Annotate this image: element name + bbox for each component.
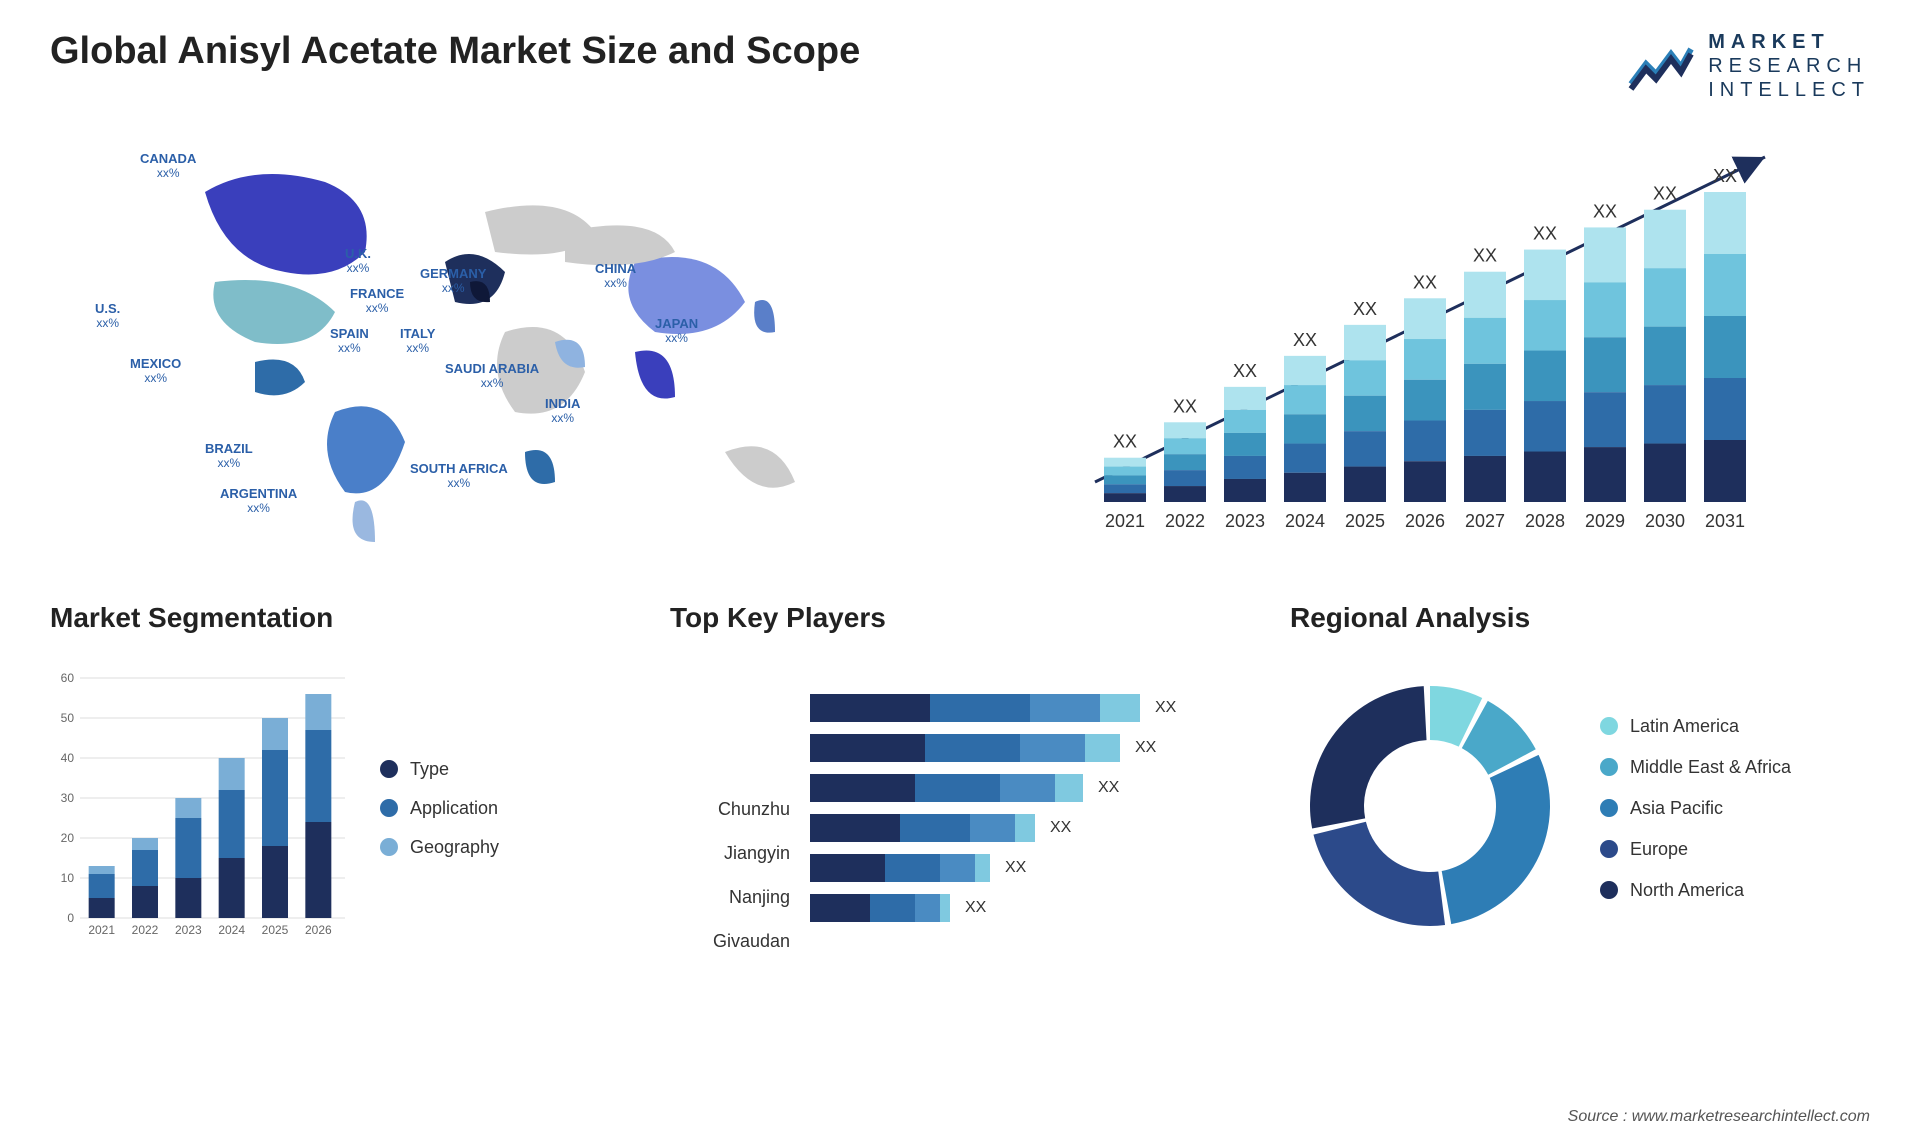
svg-text:20: 20 <box>61 831 75 845</box>
growth-chart-panel: XX 2021 XX 2022 XX 2023 XX 2024 XX 2025 XX 2026 XX 20… <box>980 132 1870 552</box>
svg-text:2022: 2022 <box>132 923 159 937</box>
players-panel: Top Key Players Chunzhu Jiangyin Nanjing Gi… <box>670 602 1250 962</box>
regional-legend: Latin America Middle East & Africa Asia Pa… <box>1600 716 1791 901</box>
svg-text:XX: XX <box>1113 432 1137 452</box>
svg-text:2031: 2031 <box>1705 511 1745 531</box>
segmentation-chart-svg: 0 10 20 30 40 50 60 2021 2022 2023 2024 2025 2026 <box>50 654 350 962</box>
map-label-uk: U.K.xx% <box>345 247 371 276</box>
svg-text:2028: 2028 <box>1525 511 1565 531</box>
svg-text:2025: 2025 <box>262 923 289 937</box>
player-bar-row: XX <box>810 814 1250 842</box>
map-label-canada: CANADAxx% <box>140 152 196 181</box>
growth-chart-svg: XX 2021 XX 2022 XX 2023 XX 2024 XX 2025 XX 2026 XX 20… <box>980 132 1870 552</box>
svg-text:2025: 2025 <box>1345 511 1385 531</box>
map-label-japan: JAPANxx% <box>655 317 698 346</box>
svg-text:30: 30 <box>61 791 75 805</box>
logo-icon <box>1626 39 1696 94</box>
players-title: Top Key Players <box>670 602 1250 634</box>
world-map-panel: CANADAxx% U.S.xx% MEXICOxx% BRAZILxx% ARGENT… <box>50 132 940 552</box>
players-labels: Chunzhu Jiangyin Nanjing Givaudan <box>670 654 790 962</box>
player-label: Jiangyin <box>670 843 790 864</box>
player-bar-row: XX <box>810 694 1250 722</box>
svg-text:2026: 2026 <box>1405 511 1445 531</box>
svg-text:2021: 2021 <box>88 923 115 937</box>
regional-legend-item: Europe <box>1600 839 1791 860</box>
svg-text:2021: 2021 <box>1105 511 1145 531</box>
player-bar-row: XX <box>810 734 1250 762</box>
regional-body: Latin America Middle East & Africa Asia Pa… <box>1290 654 1870 962</box>
svg-text:XX: XX <box>1533 224 1557 244</box>
regional-panel: Regional Analysis Latin America Middle Ea… <box>1290 602 1870 962</box>
segmentation-body: 0 10 20 30 40 50 60 2021 2022 2023 2024 2025 2026 Ty… <box>50 654 630 962</box>
svg-text:2026: 2026 <box>305 923 332 937</box>
regional-legend-item: Middle East & Africa <box>1600 757 1791 778</box>
regional-donut-svg <box>1290 666 1570 946</box>
svg-text:2027: 2027 <box>1465 511 1505 531</box>
player-label: Nanjing <box>670 887 790 908</box>
svg-text:XX: XX <box>1713 166 1737 186</box>
map-label-china: CHINAxx% <box>595 262 636 291</box>
svg-text:XX: XX <box>1593 201 1617 221</box>
svg-text:XX: XX <box>1173 396 1197 416</box>
player-label: Givaudan <box>670 931 790 952</box>
svg-text:XX: XX <box>1353 299 1377 319</box>
seg-legend-geography: Geography <box>380 837 499 858</box>
svg-text:XX: XX <box>1473 246 1497 266</box>
donut-wrap <box>1290 666 1570 951</box>
svg-text:2023: 2023 <box>1225 511 1265 531</box>
svg-text:XX: XX <box>1653 184 1677 204</box>
map-label-brazil: BRAZILxx% <box>205 442 253 471</box>
players-body: ChunzhuJiangyinNanjingGivaudan XXXXXXXXX… <box>670 654 1250 962</box>
map-label-germany: GERMANYxx% <box>420 267 486 296</box>
segmentation-panel: Market Segmentation 0 10 20 30 40 50 60 2021 202… <box>50 602 630 962</box>
page-title: Global Anisyl Acetate Market Size and Sc… <box>50 30 860 73</box>
svg-text:10: 10 <box>61 871 75 885</box>
logo-text: MARKET RESEARCH INTELLECT <box>1708 30 1870 102</box>
svg-text:40: 40 <box>61 751 75 765</box>
segmentation-title: Market Segmentation <box>50 602 630 634</box>
player-bar-row: XX <box>810 854 1250 882</box>
svg-text:XX: XX <box>1413 272 1437 292</box>
seg-legend-application: Application <box>380 798 499 819</box>
svg-text:XX: XX <box>1293 330 1317 350</box>
svg-text:XX: XX <box>1233 361 1257 381</box>
player-bar-row: XX <box>810 774 1250 802</box>
map-label-italy: ITALYxx% <box>400 327 435 356</box>
svg-text:2024: 2024 <box>1285 511 1325 531</box>
svg-text:0: 0 <box>67 911 74 925</box>
map-label-saudiarabia: SAUDI ARABIAxx% <box>445 362 539 391</box>
svg-text:2023: 2023 <box>175 923 202 937</box>
player-bar-row: XX <box>810 894 1250 922</box>
brand-logo: MARKET RESEARCH INTELLECT <box>1626 30 1870 102</box>
source-text: Source : www.marketresearchintellect.com <box>1568 1108 1870 1126</box>
map-label-india: INDIAxx% <box>545 397 580 426</box>
svg-text:50: 50 <box>61 711 75 725</box>
regional-title: Regional Analysis <box>1290 602 1870 634</box>
segmentation-legend: Type Application Geography <box>380 654 499 962</box>
header: Global Anisyl Acetate Market Size and Sc… <box>50 30 1870 102</box>
svg-text:2024: 2024 <box>218 923 245 937</box>
map-label-spain: SPAINxx% <box>330 327 369 356</box>
svg-text:2022: 2022 <box>1165 511 1205 531</box>
regional-legend-item: North America <box>1600 880 1791 901</box>
map-label-argentina: ARGENTINAxx% <box>220 487 297 516</box>
player-label: Chunzhu <box>670 799 790 820</box>
svg-text:2030: 2030 <box>1645 511 1685 531</box>
regional-legend-item: Asia Pacific <box>1600 798 1791 819</box>
map-label-france: FRANCExx% <box>350 287 404 316</box>
map-label-southafrica: SOUTH AFRICAxx% <box>410 462 508 491</box>
map-label-us: U.S.xx% <box>95 302 120 331</box>
svg-text:60: 60 <box>61 671 75 685</box>
svg-text:2029: 2029 <box>1585 511 1625 531</box>
players-bars: XX XX XX XX XX XX <box>810 654 1250 962</box>
bottom-row: Market Segmentation 0 10 20 30 40 50 60 2021 202… <box>50 602 1870 962</box>
regional-legend-item: Latin America <box>1600 716 1791 737</box>
map-label-mexico: MEXICOxx% <box>130 357 181 386</box>
seg-legend-type: Type <box>380 759 499 780</box>
top-row: CANADAxx% U.S.xx% MEXICOxx% BRAZILxx% ARGENT… <box>50 132 1870 552</box>
